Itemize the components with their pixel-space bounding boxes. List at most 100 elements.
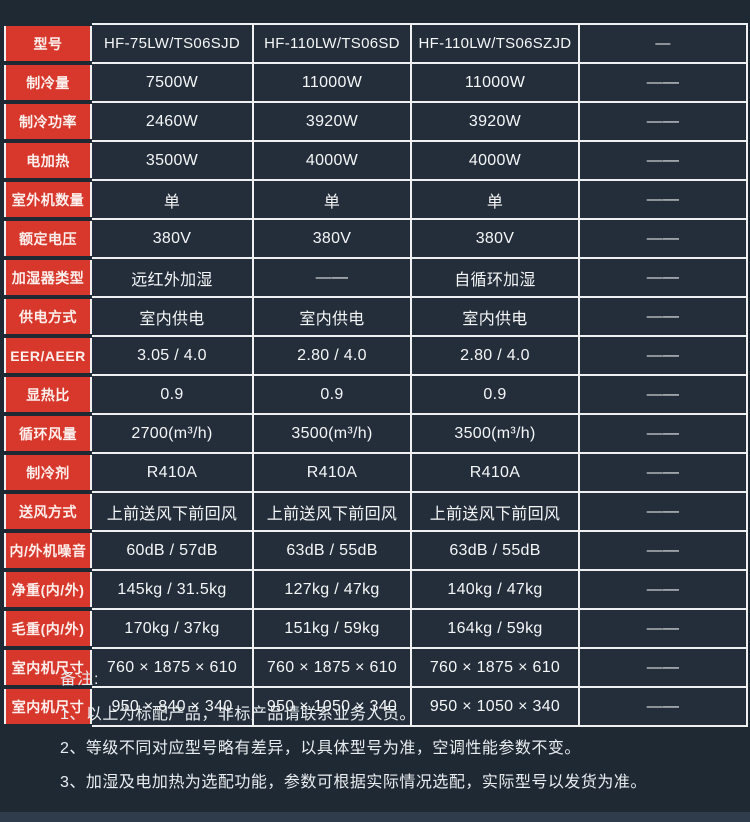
cell-value: —— [578, 179, 748, 220]
cell-value: R410A [90, 452, 254, 493]
cell-value: 室内供电 [410, 296, 580, 337]
cell-value: HF-110LW/TS06SD [252, 23, 412, 64]
row-label: 毛重(内/外) [4, 607, 92, 650]
cell-value: 145kg / 31.5kg [90, 569, 254, 610]
spec-table: 型号 HF-75LW/TS06SJD HF-110LW/TS06SD HF-110LW… [4, 22, 748, 728]
table-row: 室内机尺寸 760 × 1875 × 610 760 × 1875 × 610 760… [4, 646, 748, 689]
cell-value: 2.80 / 4.0 [252, 335, 412, 376]
row-label: 额定电压 [4, 217, 92, 260]
cell-value: 上前送风下前回风 [252, 491, 412, 532]
cell-value: 3500W [90, 140, 254, 181]
table-row: 循环风量 2700(m³/h) 3500(m³/h) 3500(m³/h) —— [4, 412, 748, 455]
cell-value: R410A [410, 452, 580, 493]
cell-value: — [578, 23, 748, 64]
cell-value: —— [578, 62, 748, 103]
cell-value: 4000W [252, 140, 412, 181]
row-label: 室内机尺寸 [4, 646, 92, 689]
row-label: 型号 [4, 22, 92, 65]
cell-value: —— [578, 140, 748, 181]
row-label: EER/AEER [4, 334, 92, 377]
cell-value: 11000W [252, 62, 412, 103]
cell-value: 950 × 840 × 340 [90, 686, 254, 727]
cell-value: 151kg / 59kg [252, 608, 412, 649]
row-label: 净重(内/外) [4, 568, 92, 611]
cell-value: —— [578, 101, 748, 142]
table-row: 室外机数量单单单 —— [4, 178, 748, 221]
table-row: EER/AEER 3.05 / 4.0 2.80 / 4.0 2.80 / 4.0 —— [4, 334, 748, 377]
table-row: 型号 HF-75LW/TS06SJD HF-110LW/TS06SD HF-110LW… [4, 22, 748, 65]
row-label: 显热比 [4, 373, 92, 416]
row-label: 加湿器类型 [4, 256, 92, 299]
cell-value: —— [578, 257, 748, 298]
cell-value: 7500W [90, 62, 254, 103]
cell-value: 380V [90, 218, 254, 259]
cell-value: —— [578, 686, 748, 727]
row-label: 内/外机噪音 [4, 529, 92, 572]
table-row: 送风方式 上前送风下前回风 上前送风下前回风 上前送风下前回风 —— [4, 490, 748, 533]
cell-value: 单 [410, 179, 580, 220]
cell-value: 3920W [252, 101, 412, 142]
cell-value: 760 × 1875 × 610 [410, 647, 580, 688]
table-row: 毛重(内/外) 170kg / 37kg 151kg / 59kg 164kg / 5… [4, 607, 748, 650]
cell-value: 170kg / 37kg [90, 608, 254, 649]
spec-table-body: 型号 HF-75LW/TS06SJD HF-110LW/TS06SD HF-110LW… [4, 22, 748, 728]
table-row: 制冷剂 R410A R410A R410A —— [4, 451, 748, 494]
cell-value: 3500(m³/h) [410, 413, 580, 454]
notes-section: 备注: 1、以上为标配产品，非标产品请联系业务人员。 2、等级不同对应型号略有差异… [60, 668, 720, 800]
cell-value: 127kg / 47kg [252, 569, 412, 610]
cell-value: 760 × 1875 × 610 [90, 647, 254, 688]
cell-value: 室内供电 [90, 296, 254, 337]
note-item: 2、等级不同对应型号略有差异，以具体型号为准，空调性能参数不变。 [60, 740, 581, 757]
table-row: 显热比 0.9 0.9 0.9 —— [4, 373, 748, 416]
table-row: 加湿器类型 远红外加湿 —— 自循环加湿 —— [4, 256, 748, 299]
cell-value: —— [578, 335, 748, 376]
note-item: 3、加湿及电加热为选配功能，参数可根据实际情况选配，实际型号以发货为准。 [60, 774, 647, 791]
cell-value: 760 × 1875 × 610 [252, 647, 412, 688]
cell-value: —— [578, 452, 748, 493]
row-label: 制冷功率 [4, 100, 92, 143]
cell-value: 0.9 [252, 374, 412, 415]
cell-value: HF-75LW/TS06SJD [90, 23, 254, 64]
table-row: 供电方式 室内供电 室内供电 室内供电 —— [4, 295, 748, 338]
cell-value: 164kg / 59kg [410, 608, 580, 649]
cell-value: 室内供电 [252, 296, 412, 337]
cell-value: 2.80 / 4.0 [410, 335, 580, 376]
cell-value: 63dB / 55dB [252, 530, 412, 571]
cell-value: 63dB / 55dB [410, 530, 580, 571]
row-label: 供电方式 [4, 295, 92, 338]
cell-value: —— [578, 530, 748, 571]
cell-value: —— [578, 647, 748, 688]
table-row: 室内机尺寸 950 × 840 × 340 950 × 1050 × 340 950 … [4, 685, 748, 728]
cell-value: —— [578, 296, 748, 337]
cell-value: —— [578, 374, 748, 415]
notes-title: 备注: [60, 671, 100, 688]
cell-value: 自循环加湿 [410, 257, 580, 298]
row-label: 室外机数量 [4, 178, 92, 221]
cell-value: 11000W [410, 62, 580, 103]
cell-value: —— [578, 491, 748, 532]
table-row: 制冷功率 2460W 3920W 3920W —— [4, 100, 748, 143]
cell-value: 远红外加湿 [90, 257, 254, 298]
cell-value: 单 [252, 179, 412, 220]
cell-value: —— [578, 608, 748, 649]
table-row: 内/外机噪音 60dB / 57dB 63dB / 55dB 63dB / 55dB —… [4, 529, 748, 572]
cell-value: 上前送风下前回风 [90, 491, 254, 532]
row-label: 制冷剂 [4, 451, 92, 494]
table-row: 电加热 3500W 4000W 4000W —— [4, 139, 748, 182]
cell-value: —— [252, 257, 412, 298]
cell-value: 3920W [410, 101, 580, 142]
cell-value: 单 [90, 179, 254, 220]
row-label: 循环风量 [4, 412, 92, 455]
cell-value: 140kg / 47kg [410, 569, 580, 610]
cell-value: 380V [252, 218, 412, 259]
cell-value: 上前送风下前回风 [410, 491, 580, 532]
table-row: 制冷量 7500W 11000W 11000W —— [4, 61, 748, 104]
cell-value: 60dB / 57dB [90, 530, 254, 571]
cell-value: 3.05 / 4.0 [90, 335, 254, 376]
row-label: 制冷量 [4, 61, 92, 104]
row-label: 送风方式 [4, 490, 92, 533]
cell-value: 4000W [410, 140, 580, 181]
cell-value: 380V [410, 218, 580, 259]
cell-value: 0.9 [410, 374, 580, 415]
